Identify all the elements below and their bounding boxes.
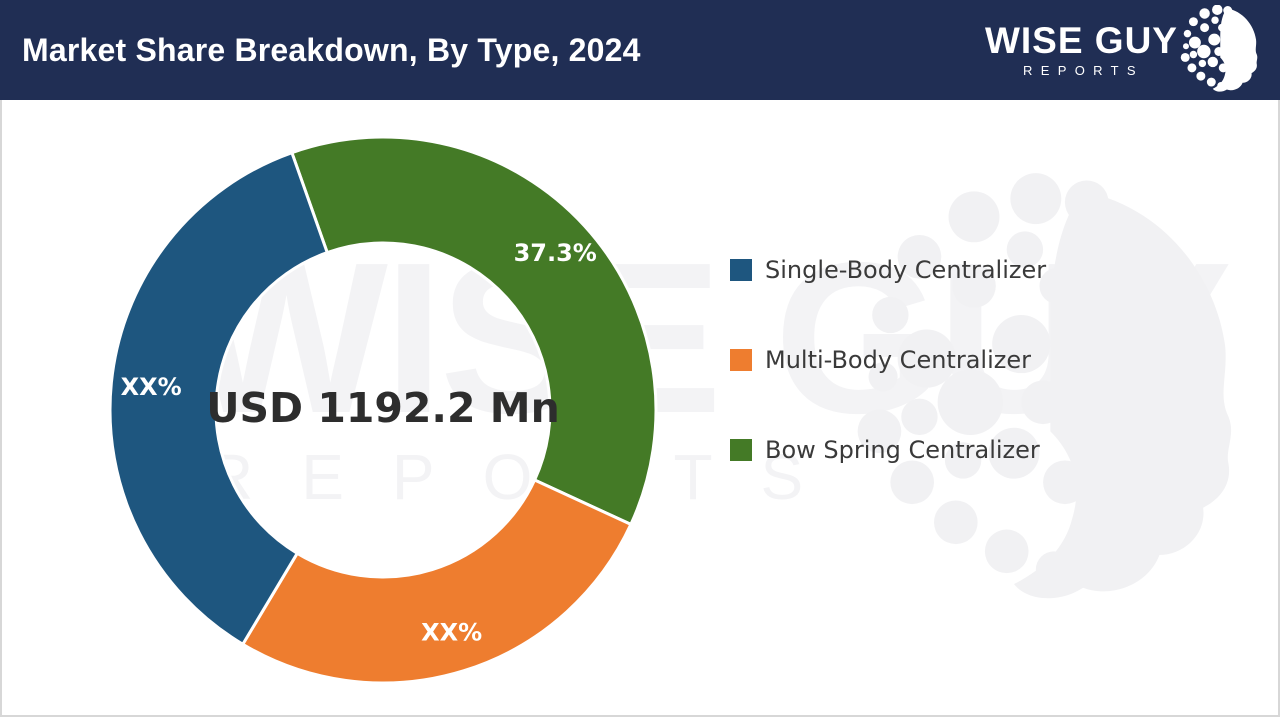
legend-swatch [730, 349, 752, 371]
face-dots-icon [1180, 5, 1258, 92]
legend-item: Single-Body Centralizer [730, 254, 1046, 286]
donut-chart: 37.3% XX% XX% USD 1192.2 Mn [108, 135, 658, 685]
slice-percentage-label: 37.3% [514, 239, 597, 267]
donut-slice-multi-body-centralizer [240, 478, 633, 685]
legend-swatch [730, 439, 752, 461]
watermark-reports: REPORTS [207, 441, 852, 513]
legend-label: Bow Spring Centralizer [765, 436, 1040, 464]
chart-legend: Single-Body Centralizer Multi-Body Centra… [730, 254, 1046, 524]
chart-area: WISE GUY REPORTS 37.3% XX% XX% USD 1192.2 M… [0, 100, 1280, 717]
slice-percentage-label: XX% [421, 619, 482, 647]
legend-swatch [730, 259, 752, 281]
legend-label: Single-Body Centralizer [765, 256, 1047, 284]
logo-wiseguy-text: WISE GUY [984, 20, 1178, 62]
legend-item: Multi-Body Centralizer [730, 344, 1046, 376]
donut-slice-single-body-centralizer [108, 150, 330, 647]
header-bar: Market Share Breakdown, By Type, 2024 WI… [0, 0, 1280, 100]
legend-item: Bow Spring Centralizer [730, 434, 1046, 466]
donut-center-value: USD 1192.2 Mn [206, 384, 560, 432]
chart-title: Market Share Breakdown, By Type, 2024 [22, 32, 641, 68]
legend-label: Multi-Body Centralizer [765, 346, 1031, 374]
slice-percentage-label: XX% [121, 373, 182, 401]
brand-logo: WISE GUY REPORTS [985, 5, 1262, 95]
donut-slice-bow-spring-centralizer [289, 135, 658, 527]
logo-reports-text: REPORTS [1023, 62, 1144, 78]
logo-wordmark: WISE GUY REPORTS [984, 20, 1178, 78]
